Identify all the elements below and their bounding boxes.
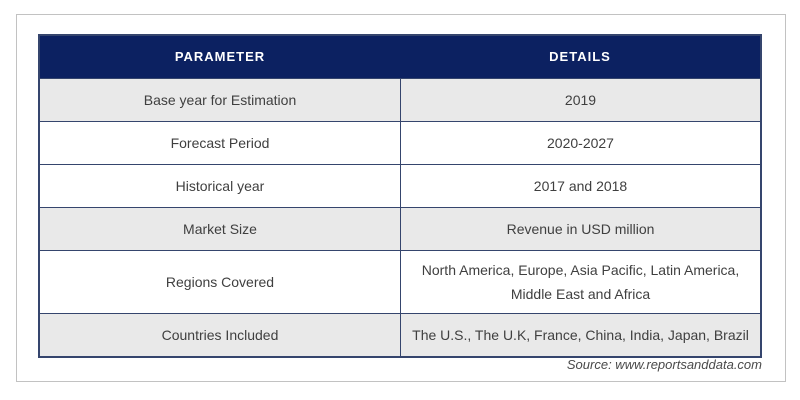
report-scope-card: PARAMETER DETAILS Base year for Estimati… xyxy=(16,14,786,382)
column-header-parameter: PARAMETER xyxy=(174,49,266,64)
parameter-cell: Regions Covered xyxy=(165,274,275,290)
table-row: Countries Included The U.S., The U.K, Fra… xyxy=(40,313,760,356)
parameter-cell: Historical year xyxy=(175,178,265,194)
details-cell: 2020-2027 xyxy=(400,122,760,164)
details-cell: 2017 and 2018 xyxy=(400,165,760,207)
table-row: Historical year 2017 and 2018 xyxy=(40,164,760,207)
table-row: Base year for Estimation 2019 xyxy=(40,78,760,121)
details-cell: The U.S., The U.K, France, China, India,… xyxy=(400,314,760,356)
parameter-cell: Base year for Estimation xyxy=(143,92,297,108)
parameter-cell: Forecast Period xyxy=(170,135,270,151)
source-attribution: Source: www.reportsanddata.com xyxy=(566,357,762,372)
parameter-cell: Countries Included xyxy=(161,327,279,343)
report-scope-table: PARAMETER DETAILS Base year for Estimati… xyxy=(38,34,762,358)
details-cell: North America, Europe, Asia Pacific, Lat… xyxy=(400,251,760,313)
table-row: Forecast Period 2020-2027 xyxy=(40,121,760,164)
table-row: Market Size Revenue in USD million xyxy=(40,207,760,250)
details-cell: Revenue in USD million xyxy=(400,208,760,250)
table-header-row: PARAMETER DETAILS xyxy=(40,36,760,78)
table-body: Base year for Estimation 2019 Forecast Per… xyxy=(40,78,760,356)
parameter-cell: Market Size xyxy=(183,221,257,237)
column-header-details: DETAILS xyxy=(549,49,611,64)
table-row: Regions Covered North America, Europe, As… xyxy=(40,250,760,313)
details-cell: 2019 xyxy=(400,79,760,121)
